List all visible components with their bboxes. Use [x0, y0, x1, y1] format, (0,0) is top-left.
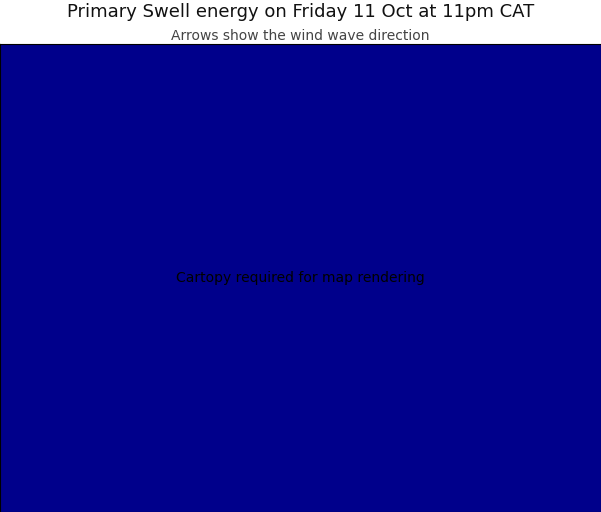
Text: Arrows show the wind wave direction: Arrows show the wind wave direction [171, 29, 430, 42]
Text: Primary Swell energy on Friday 11 Oct at 11pm CAT: Primary Swell energy on Friday 11 Oct at… [67, 3, 534, 21]
Text: Cartopy required for map rendering: Cartopy required for map rendering [176, 271, 425, 285]
